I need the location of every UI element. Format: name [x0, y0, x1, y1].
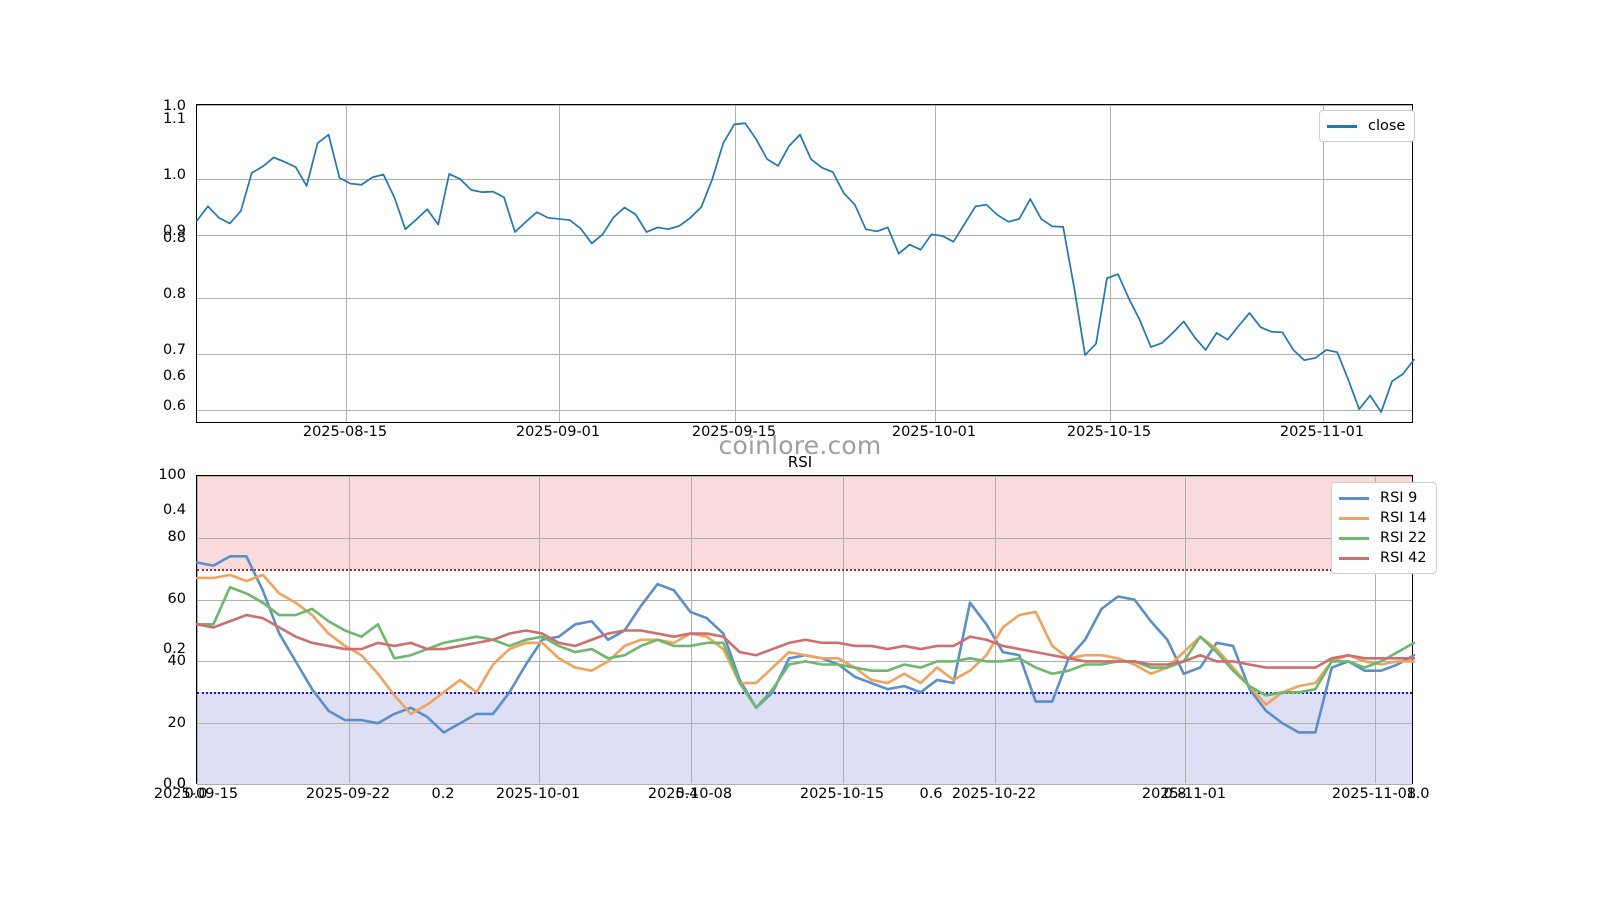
- rsi-xtick: 2025-10-08: [647, 786, 733, 802]
- legend-item-rsi-9[interactable]: RSI 9: [1339, 488, 1427, 508]
- price-gridline: [1323, 105, 1324, 422]
- rsi-gridline: [843, 476, 844, 783]
- rsi-gridline: [349, 476, 350, 783]
- legend-swatch-rsi-22: [1339, 536, 1369, 540]
- legend-label-rsi-22: RSI 22: [1380, 530, 1427, 546]
- rsi-series-lines: [195, 555, 1416, 734]
- price-gridline: [197, 354, 1412, 355]
- price-xtick: 2025-09-01: [515, 424, 601, 440]
- price-xtick: 2025-09-15: [691, 424, 777, 440]
- price-xtick: 2025-08-15: [302, 424, 388, 440]
- rsi-xtick: 2025-10-01: [495, 786, 581, 802]
- price-ytick: 1.1: [162, 111, 186, 127]
- oversold-level-line: [197, 692, 1412, 695]
- price-gridline: [935, 105, 936, 422]
- price-gridline: [197, 179, 1412, 180]
- price-xtick: 2025-11-01: [1279, 424, 1365, 440]
- close-price-line: [196, 122, 1415, 413]
- rsi-gridline: [995, 476, 996, 783]
- legend-label-close: close: [1368, 118, 1406, 134]
- legend-item-rsi-22[interactable]: RSI 22: [1339, 528, 1427, 548]
- series-close: [196, 122, 1415, 413]
- overlay-xtick: 0.0: [184, 786, 208, 802]
- price-ytick: 0.7: [162, 342, 186, 358]
- price-gridline: [346, 105, 347, 422]
- price-ytick: 0.6: [162, 398, 186, 414]
- legend-swatch-rsi-42: [1339, 556, 1369, 560]
- price-ytick: 1.0: [162, 167, 186, 183]
- rsi-xtick: 2025-11-08: [1331, 786, 1417, 802]
- overlay-ytick: 0.2: [162, 641, 186, 657]
- price-gridline: [197, 410, 1412, 411]
- rsi-xtick: 2025-11-01: [1141, 786, 1227, 802]
- series-rsi-42: [195, 613, 1416, 669]
- price-gridline: [197, 235, 1412, 236]
- legend-swatch-rsi-9: [1339, 496, 1369, 500]
- rsi-gridline: [197, 599, 1412, 601]
- rsi-panel-title: RSI: [787, 453, 813, 471]
- rsi-gridline: [197, 537, 1412, 539]
- rsi-chart-legend[interactable]: RSI 9 RSI 14 RSI 22 RSI 42: [1331, 482, 1437, 574]
- overlay-xtick: 1.0: [1406, 786, 1430, 802]
- price-gridline: [559, 105, 560, 422]
- rsi-ytick: 20: [167, 715, 186, 731]
- series-rsi-14: [195, 573, 1416, 716]
- price-xtick: 2025-10-15: [1066, 424, 1152, 440]
- price-gridline: [735, 105, 736, 422]
- rsi-gridline: [197, 476, 198, 783]
- legend-swatch-close: [1327, 124, 1357, 128]
- series-rsi-22: [195, 585, 1416, 710]
- rsi-gridline: [691, 476, 692, 783]
- price-gridline: [1110, 105, 1111, 422]
- rsi-gridline: [197, 476, 1412, 477]
- rsi-gridline: [1185, 476, 1186, 783]
- rsi-chart-panel: [195, 475, 1416, 785]
- watermark: coinlore.com: [718, 431, 882, 460]
- legend-item-rsi-14[interactable]: RSI 14: [1339, 508, 1427, 528]
- rsi-gridline: [197, 723, 1412, 725]
- overlay-ytick: 0.0: [162, 776, 186, 792]
- price-chart-panel: [196, 104, 1415, 423]
- legend-item-close[interactable]: close: [1327, 116, 1405, 136]
- price-gridline: [197, 105, 1412, 106]
- rsi-ytick: 100: [158, 467, 186, 483]
- overlay-xtick: 0.2: [431, 786, 455, 802]
- price-chart-legend[interactable]: close: [1319, 110, 1416, 142]
- overbought-band: [197, 476, 1412, 569]
- overlay-xtick: 0.4: [675, 786, 699, 802]
- overlay-xtick: 0.6: [919, 786, 943, 802]
- rsi-xtick: 2025-09-22: [305, 786, 391, 802]
- legend-swatch-rsi-14: [1339, 516, 1369, 520]
- overlay-ytick: 0.6: [162, 368, 186, 384]
- overbought-level-line: [197, 568, 1412, 571]
- price-xtick: 2025-10-01: [891, 424, 977, 440]
- rsi-gridline: [197, 784, 1412, 785]
- overlay-ytick: 0.4: [162, 502, 186, 518]
- rsi-ytick: 40: [167, 653, 186, 669]
- overlay-xtick: 0.8: [1163, 786, 1187, 802]
- legend-item-rsi-42[interactable]: RSI 42: [1339, 548, 1427, 568]
- price-ytick: 0.9: [162, 223, 186, 239]
- rsi-xtick: 2025-10-22: [951, 786, 1037, 802]
- legend-label-rsi-14: RSI 14: [1380, 510, 1427, 526]
- rsi-ytick: 80: [167, 529, 186, 545]
- rsi-gridline: [539, 476, 540, 783]
- oversold-band: [197, 692, 1412, 785]
- legend-label-rsi-42: RSI 42: [1380, 550, 1427, 566]
- overlay-ytick: 0.8: [162, 230, 186, 246]
- price-ytick: 0.8: [162, 286, 186, 302]
- price-gridline: [197, 298, 1412, 299]
- rsi-xtick: 2025-10-15: [799, 786, 885, 802]
- overlay-ytick: 1.0: [162, 98, 186, 114]
- rsi-gridline: [1375, 476, 1376, 783]
- rsi-ytick: 60: [167, 591, 186, 607]
- rsi-xtick: 2025-09-15: [153, 786, 239, 802]
- legend-label-rsi-9: RSI 9: [1380, 490, 1418, 506]
- rsi-ytick: 0: [176, 776, 186, 792]
